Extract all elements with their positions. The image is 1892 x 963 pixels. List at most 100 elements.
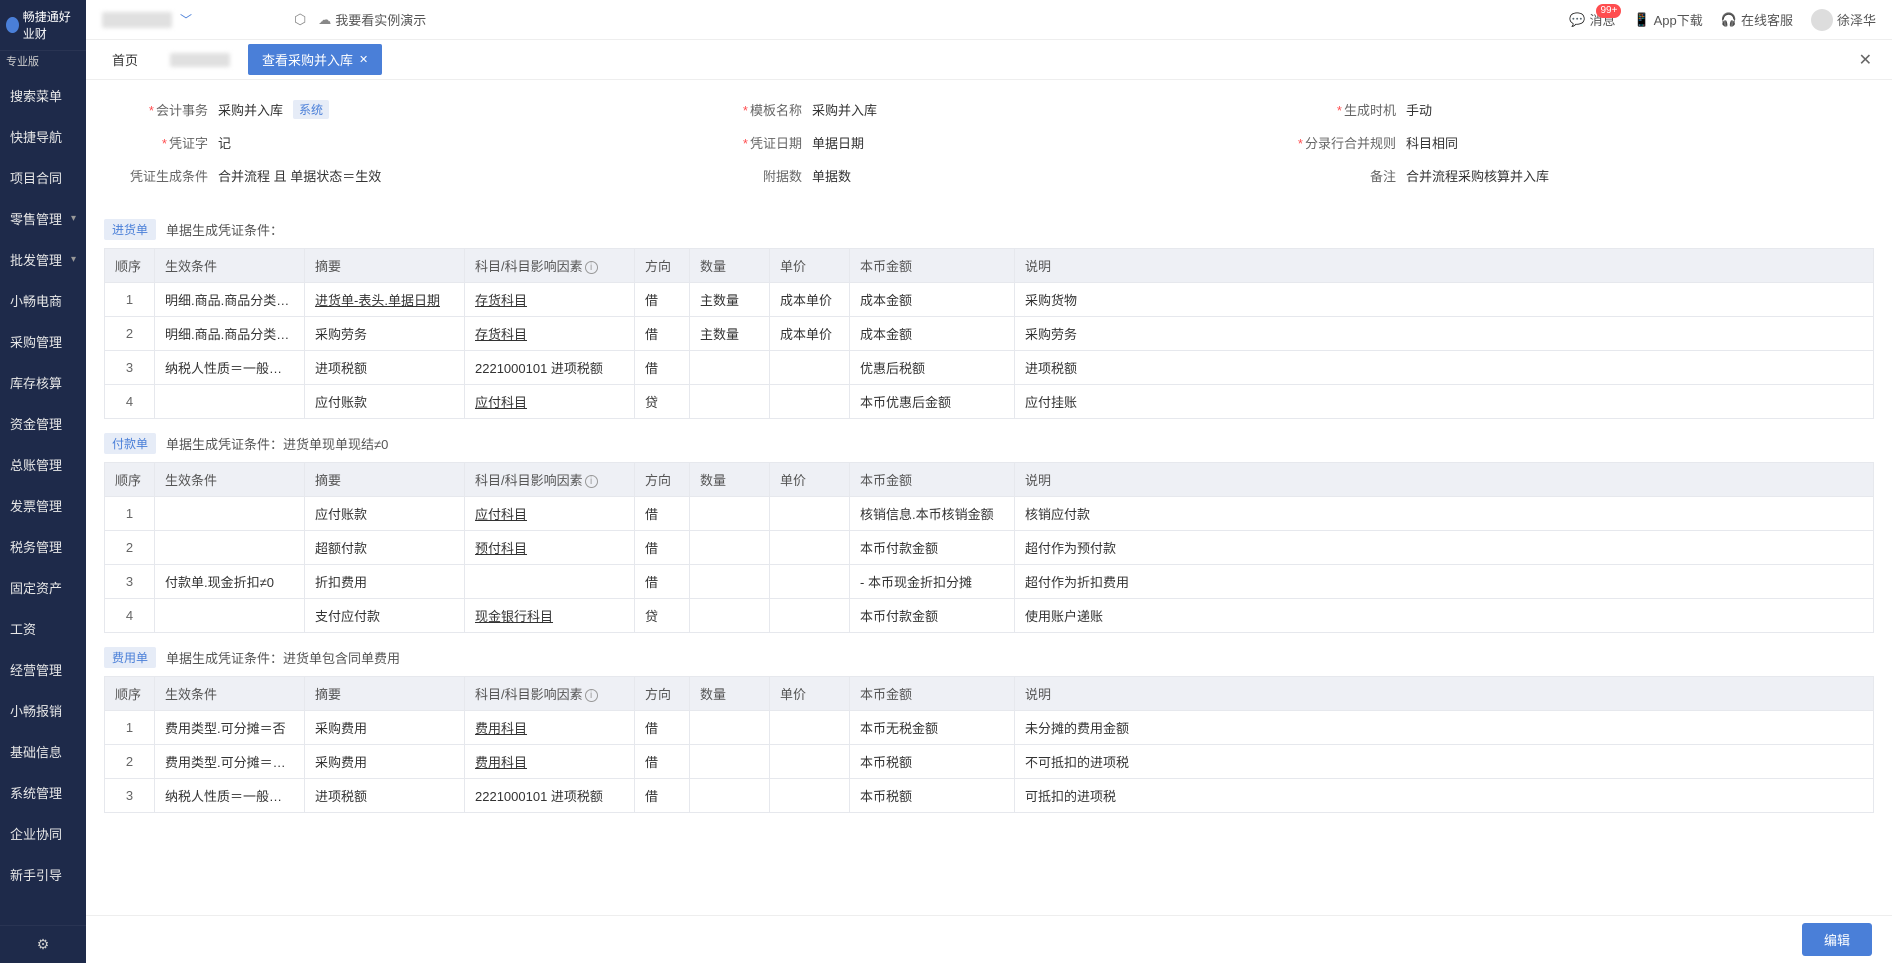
- sidebar-item-11[interactable]: 税务管理: [0, 526, 86, 567]
- table-cell: 明细.商品.商品分类＝劳务: [155, 317, 305, 351]
- org-selector[interactable]: ﹀: [102, 11, 282, 28]
- table-cell: 现金银行科目: [465, 599, 635, 633]
- info-icon[interactable]: i: [585, 475, 598, 488]
- table-row: 4应付账款应付科目贷本币优惠后金额应付挂账: [105, 385, 1874, 419]
- gear-icon[interactable]: ⚙: [37, 936, 50, 952]
- topbar: ﹀ ⬡ ☁ 我要看实例演示 💬 消息 99+ 📱 App下载 🎧: [86, 0, 1892, 40]
- section-condition: 单据生成凭证条件：进货单包含同单费用: [166, 648, 400, 667]
- table-row: 2费用类型.可分摊＝否 且 (纳税采购费用费用科目借本币税额不可抵扣的进项税: [105, 745, 1874, 779]
- tab-active[interactable]: 查看采购并入库 ✕: [248, 44, 382, 75]
- sidebar-item-12[interactable]: 固定资产: [0, 567, 86, 608]
- edit-button[interactable]: 编辑: [1802, 923, 1872, 956]
- table-cell: [155, 531, 305, 565]
- table-cell: [770, 531, 850, 565]
- sidebar-item-15[interactable]: 小畅报销: [0, 690, 86, 731]
- field-gen-cond: 凭证生成条件 合并流程 且 单据状态＝生效: [108, 166, 682, 185]
- subject-link[interactable]: 费用科目: [475, 755, 527, 770]
- info-icon[interactable]: i: [585, 261, 598, 274]
- sidebar-item-label: 固定资产: [10, 578, 62, 597]
- field-template-name: *模板名称 采购并入库: [702, 100, 1276, 119]
- table-header-cell: 顺序: [105, 249, 155, 283]
- tab-home-label: 首页: [112, 50, 138, 69]
- table-cell: [690, 531, 770, 565]
- logo-icon: [6, 17, 19, 33]
- org-name-redacted: [102, 12, 172, 28]
- info-icon[interactable]: i: [585, 689, 598, 702]
- close-icon[interactable]: ✕: [359, 53, 368, 66]
- table-cell: 应付账款: [305, 385, 465, 419]
- demo-link[interactable]: ☁ 我要看实例演示: [318, 10, 426, 29]
- subject-link[interactable]: 应付科目: [475, 507, 527, 522]
- sidebar-item-10[interactable]: 发票管理: [0, 485, 86, 526]
- sidebar-item-2[interactable]: 项目合同: [0, 157, 86, 198]
- service-button[interactable]: 🎧 在线客服: [1721, 10, 1793, 29]
- sidebar-item-7[interactable]: 库存核算: [0, 362, 86, 403]
- sidebar-item-18[interactable]: 企业协同: [0, 813, 86, 854]
- label-account-biz: *会计事务: [108, 100, 208, 119]
- summary-link[interactable]: 进货单-表头.单据日期: [315, 293, 440, 308]
- tabs-close-all[interactable]: ✕: [1851, 46, 1880, 74]
- messages-badge: 99+: [1596, 4, 1621, 18]
- sidebar-item-3[interactable]: 零售管理▾: [0, 198, 86, 239]
- subject-link[interactable]: 现金银行科目: [475, 609, 553, 624]
- table-cell: 借: [635, 565, 690, 599]
- sidebar-item-6[interactable]: 采购管理: [0, 321, 86, 362]
- table-row: 1明细.商品.商品分类＝货物进货单-表头.单据日期存货科目借主数量成本单价成本金…: [105, 283, 1874, 317]
- sidebar-item-8[interactable]: 资金管理: [0, 403, 86, 444]
- table-cell: 本币付款金额: [850, 531, 1015, 565]
- tab-home[interactable]: 首页: [98, 44, 152, 75]
- table-cell: 核销应付款: [1015, 497, 1874, 531]
- table-cell: 借: [635, 531, 690, 565]
- sidebar-item-14[interactable]: 经营管理: [0, 649, 86, 690]
- subject-link[interactable]: 存货科目: [475, 327, 527, 342]
- table-cell: 进项税额: [305, 779, 465, 813]
- subject-link[interactable]: 费用科目: [475, 721, 527, 736]
- subject-link[interactable]: 存货科目: [475, 293, 527, 308]
- sidebar-item-0[interactable]: 搜索菜单: [0, 75, 86, 116]
- table-header-cell: 科目/科目影响因素i: [465, 249, 635, 283]
- field-attach-count: 附据数 单据数: [702, 166, 1276, 185]
- section-2: 费用单单据生成凭证条件：进货单包含同单费用顺序生效条件摘要科目/科目影响因素i方…: [104, 641, 1874, 813]
- subject-link[interactable]: 应付科目: [475, 395, 527, 410]
- table-cell: 明细.商品.商品分类＝货物: [155, 283, 305, 317]
- sidebar-item-19[interactable]: 新手引导: [0, 854, 86, 895]
- sidebar-item-label: 零售管理: [10, 209, 62, 228]
- table-cell: 借: [635, 711, 690, 745]
- table-header-cell: 数量: [690, 677, 770, 711]
- table-cell: [770, 711, 850, 745]
- sidebar-item-label: 快捷导航: [10, 127, 62, 146]
- sidebar-item-9[interactable]: 总账管理: [0, 444, 86, 485]
- section-badge: 费用单: [104, 647, 156, 668]
- user-menu[interactable]: 徐泽华: [1811, 9, 1876, 31]
- table-header-cell: 方向: [635, 249, 690, 283]
- app-logo: 畅捷通好业财: [0, 0, 86, 51]
- table-cell: [690, 565, 770, 599]
- table-cell: [770, 745, 850, 779]
- messages-button[interactable]: 💬 消息 99+: [1569, 10, 1615, 29]
- value-voucher-word: 记: [218, 133, 231, 152]
- settings-hex-icon[interactable]: ⬡: [294, 11, 306, 28]
- content-wrapper: *会计事务 采购并入库 系统 *模板名称 采购并入库 *生成时机 手动 *凭证字: [86, 80, 1892, 963]
- field-voucher-word: *凭证字 记: [108, 133, 682, 152]
- sidebar-item-13[interactable]: 工资: [0, 608, 86, 649]
- sidebar-item-17[interactable]: 系统管理: [0, 772, 86, 813]
- section-condition: 单据生成凭证条件：: [166, 220, 283, 239]
- sidebar-item-1[interactable]: 快捷导航: [0, 116, 86, 157]
- section-header: 进货单单据生成凭证条件：: [104, 213, 1874, 248]
- table-cell: 应付挂账: [1015, 385, 1874, 419]
- table-header-cell: 生效条件: [155, 677, 305, 711]
- sidebar-item-5[interactable]: 小畅电商: [0, 280, 86, 321]
- table-header-cell: 科目/科目影响因素i: [465, 677, 635, 711]
- table-cell: 3: [105, 351, 155, 385]
- tab-redacted[interactable]: [156, 47, 244, 73]
- sidebar-item-16[interactable]: 基础信息: [0, 731, 86, 772]
- app-download-button[interactable]: 📱 App下载: [1633, 10, 1702, 29]
- sidebar-item-4[interactable]: 批发管理▾: [0, 239, 86, 280]
- table-cell: 2: [105, 531, 155, 565]
- subject-link[interactable]: 预付科目: [475, 541, 527, 556]
- table-cell: 采购费用: [305, 711, 465, 745]
- label-template-name: *模板名称: [702, 100, 802, 119]
- value-voucher-date: 单据日期: [812, 133, 864, 152]
- table-cell: 1: [105, 711, 155, 745]
- phone-icon: 📱: [1633, 12, 1649, 28]
